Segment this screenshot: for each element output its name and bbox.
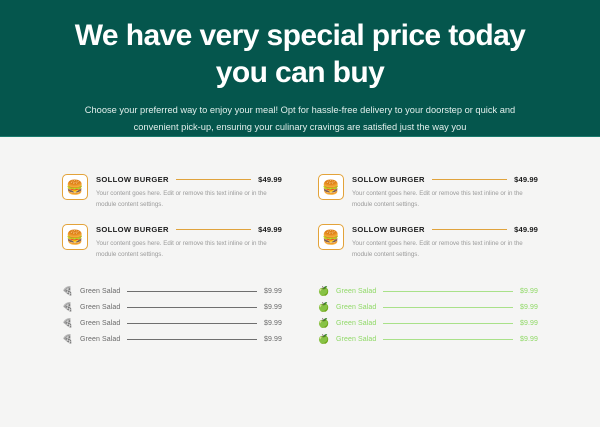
simple-item-price: $9.99 xyxy=(519,319,538,327)
featured-menu-item[interactable]: 🍔 SOLLOW BURGER $49.99 Your content goes he… xyxy=(318,224,538,260)
featured-menu-item[interactable]: 🍔 SOLLOW BURGER $49.99 Your content goes he… xyxy=(318,174,538,210)
simple-menu-item[interactable]: 🍏 Green Salad $9.99 xyxy=(318,317,538,328)
item-separator-line xyxy=(383,290,513,292)
featured-item-body: SOLLOW BURGER $49.99 Your content goes her… xyxy=(96,224,282,260)
hamburger-icon: 🍔 xyxy=(62,174,88,200)
featured-item-description: Your content goes here. Edit or remove t… xyxy=(352,190,523,208)
menu-columns: 🍔 SOLLOW BURGER $49.99 Your content goes he… xyxy=(62,174,538,344)
simple-item-list: 🍏 Green Salad $9.99 🍏 Green Salad $9.99 🍏 Green… xyxy=(318,285,538,344)
item-separator-line xyxy=(127,322,257,324)
featured-item-price: $49.99 xyxy=(514,225,538,235)
hero-subtitle: Choose your preferred way to enjoy your … xyxy=(84,105,516,132)
featured-menu-item[interactable]: 🍔 SOLLOW BURGER $49.99 Your content goes he… xyxy=(62,174,282,210)
simple-item-price: $9.99 xyxy=(263,335,282,343)
simple-item-name: Green Salad xyxy=(336,319,377,327)
simple-item-name: Green Salad xyxy=(336,335,377,343)
simple-item-price: $9.99 xyxy=(263,319,282,327)
featured-item-header: SOLLOW BURGER $49.99 xyxy=(352,225,538,234)
simple-item-price: $9.99 xyxy=(263,303,282,311)
featured-item-header: SOLLOW BURGER $49.99 xyxy=(352,175,538,184)
item-separator-line xyxy=(127,306,257,308)
simple-item-price: $9.99 xyxy=(263,287,282,295)
featured-item-title: SOLLOW BURGER xyxy=(96,225,169,235)
simple-item-price: $9.99 xyxy=(519,335,538,343)
menu-content: 🍔 SOLLOW BURGER $49.99 Your content goes he… xyxy=(0,137,600,427)
hamburger-icon: 🍔 xyxy=(318,224,344,251)
item-separator-line xyxy=(383,306,513,308)
pizza-slice-icon: 🍕 xyxy=(62,333,74,344)
featured-item-list: 🍔 SOLLOW BURGER $49.99 Your content goes he… xyxy=(318,174,538,261)
featured-item-description: Your content goes here. Edit or remove t… xyxy=(96,190,267,208)
featured-item-title: SOLLOW BURGER xyxy=(352,225,425,235)
item-separator-line xyxy=(127,338,257,340)
featured-item-price: $49.99 xyxy=(258,225,282,235)
page-title: We have very special price today you can… xyxy=(74,19,526,89)
featured-item-list: 🍔 SOLLOW BURGER $49.99 Your content goes he… xyxy=(62,174,282,261)
menu-column-left: 🍔 SOLLOW BURGER $49.99 Your content goes he… xyxy=(62,174,282,344)
hamburger-icon: 🍔 xyxy=(62,224,88,251)
menu-column-right: 🍔 SOLLOW BURGER $49.99 Your content goes he… xyxy=(318,174,538,344)
simple-item-name: Green Salad xyxy=(336,287,377,295)
green-apple-icon: 🍏 xyxy=(318,317,330,328)
featured-item-price: $49.99 xyxy=(258,175,282,184)
simple-menu-item[interactable]: 🍏 Green Salad $9.99 xyxy=(318,285,538,296)
item-separator-line xyxy=(127,290,257,292)
featured-item-body: SOLLOW BURGER $49.99 Your content goes her… xyxy=(96,174,282,210)
simple-item-price: $9.99 xyxy=(519,303,538,311)
dotted-separator xyxy=(431,229,508,231)
featured-item-body: SOLLOW BURGER $49.99 Your content goes her… xyxy=(352,224,538,260)
simple-item-name: Green Salad xyxy=(80,303,121,311)
featured-menu-item[interactable]: 🍔 SOLLOW BURGER $49.99 Your content goes he… xyxy=(62,224,282,260)
featured-item-title: SOLLOW BURGER xyxy=(352,175,425,184)
simple-menu-item[interactable]: 🍕 Green Salad $9.99 xyxy=(62,317,282,328)
dotted-separator xyxy=(175,229,252,231)
dotted-separator xyxy=(431,179,508,180)
dotted-separator xyxy=(175,179,252,180)
featured-item-header: SOLLOW BURGER $49.99 xyxy=(96,175,282,184)
featured-item-header: SOLLOW BURGER $49.99 xyxy=(96,225,282,234)
featured-item-description: Your content goes here. Edit or remove t… xyxy=(96,240,267,258)
simple-menu-item[interactable]: 🍏 Green Salad $9.99 xyxy=(318,333,538,344)
simple-item-name: Green Salad xyxy=(80,319,121,327)
featured-item-title: SOLLOW BURGER xyxy=(96,175,169,184)
simple-menu-item[interactable]: 🍕 Green Salad $9.99 xyxy=(62,285,282,296)
item-separator-line xyxy=(383,322,513,324)
pizza-slice-icon: 🍕 xyxy=(62,317,74,328)
simple-menu-item[interactable]: 🍏 Green Salad $9.99 xyxy=(318,301,538,312)
green-apple-icon: 🍏 xyxy=(318,333,330,344)
simple-item-name: Green Salad xyxy=(336,303,377,311)
simple-item-list: 🍕 Green Salad $9.99 🍕 Green Salad $9.99 🍕 Green… xyxy=(62,285,282,344)
featured-item-price: $49.99 xyxy=(514,175,538,184)
hero-banner: We have very special price today you can… xyxy=(0,0,600,137)
green-apple-icon: 🍏 xyxy=(318,301,330,312)
simple-item-name: Green Salad xyxy=(80,287,121,295)
hamburger-icon: 🍔 xyxy=(318,174,344,200)
simple-item-price: $9.99 xyxy=(519,287,538,295)
pizza-slice-icon: 🍕 xyxy=(62,301,74,312)
simple-menu-item[interactable]: 🍕 Green Salad $9.99 xyxy=(62,333,282,344)
pizza-slice-icon: 🍕 xyxy=(62,285,74,296)
simple-menu-item[interactable]: 🍕 Green Salad $9.99 xyxy=(62,301,282,312)
featured-item-body: SOLLOW BURGER $49.99 Your content goes her… xyxy=(352,174,538,210)
item-separator-line xyxy=(383,338,513,340)
featured-item-description: Your content goes here. Edit or remove t… xyxy=(352,240,523,258)
green-apple-icon: 🍏 xyxy=(318,285,330,296)
simple-item-name: Green Salad xyxy=(80,335,121,343)
